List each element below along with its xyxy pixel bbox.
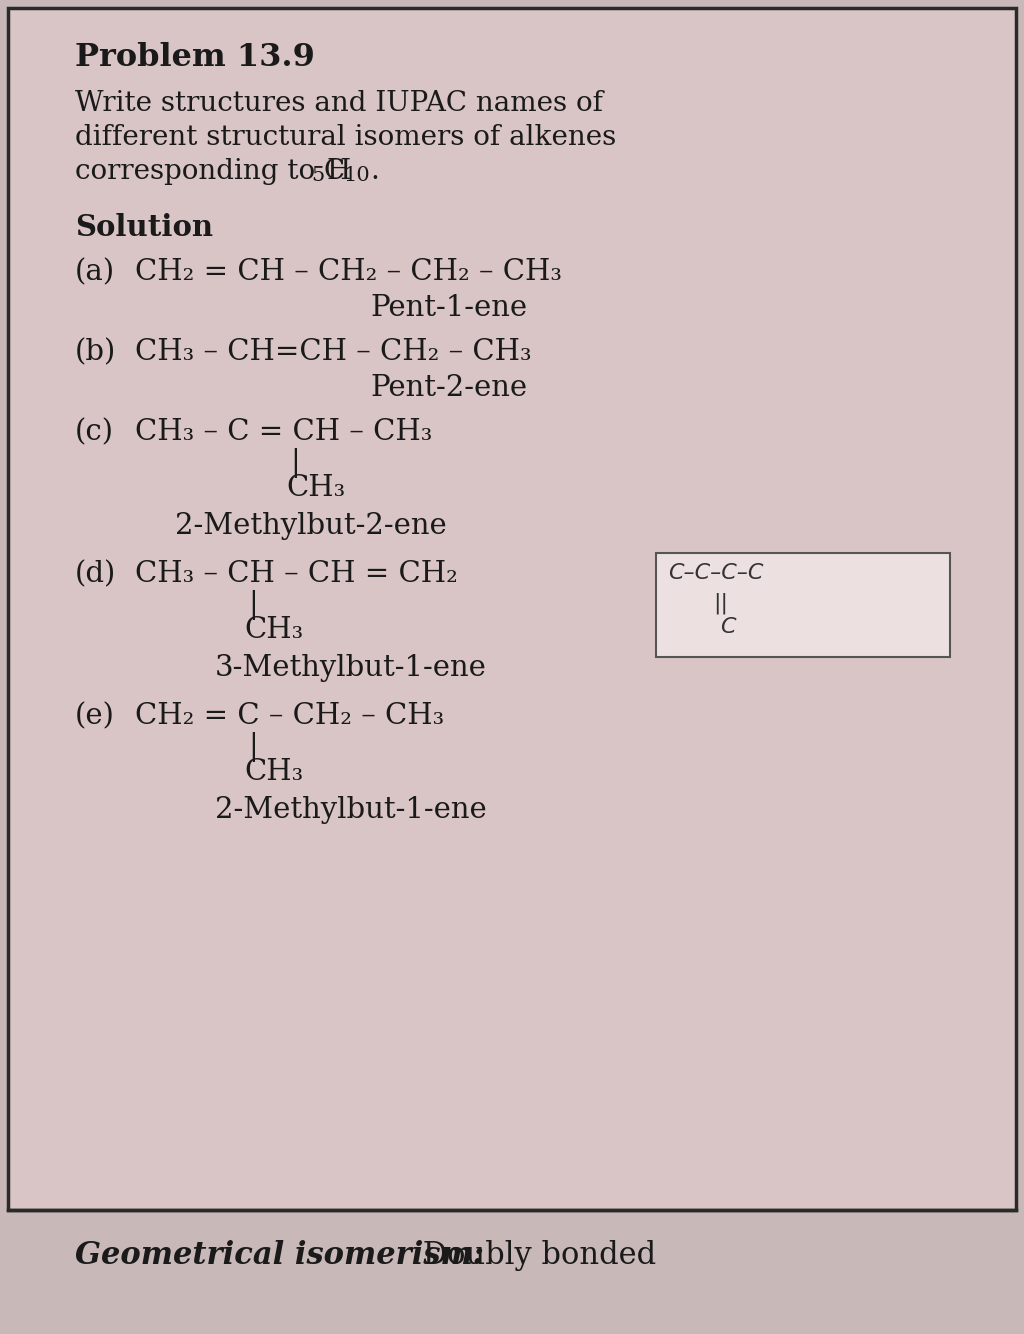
Text: C: C [720, 618, 735, 638]
Text: CH₃: CH₃ [244, 758, 303, 786]
Text: H: H [327, 157, 351, 185]
FancyBboxPatch shape [656, 554, 950, 658]
Text: (d): (d) [75, 560, 117, 588]
Text: CH₃: CH₃ [244, 616, 303, 644]
Text: 2-Methylbut-1-ene: 2-Methylbut-1-ene [215, 796, 486, 824]
Text: corresponding to C: corresponding to C [75, 157, 345, 185]
Text: Problem 13.9: Problem 13.9 [75, 41, 314, 73]
Text: CH₃ – CH – CH = CH₂: CH₃ – CH – CH = CH₂ [135, 560, 458, 588]
Text: Doubly bonded: Doubly bonded [413, 1241, 656, 1271]
Text: 3-Methylbut-1-ene: 3-Methylbut-1-ene [215, 654, 486, 682]
Text: Solution: Solution [75, 213, 213, 241]
Text: 10: 10 [343, 165, 370, 185]
Text: ||: || [713, 594, 728, 615]
Text: CH₃: CH₃ [286, 474, 345, 502]
Text: 2-Methylbut-2-ene: 2-Methylbut-2-ene [175, 512, 446, 540]
Text: |: | [248, 732, 258, 762]
Text: Geometrical isomerism:: Geometrical isomerism: [75, 1241, 484, 1271]
FancyBboxPatch shape [8, 8, 1016, 1210]
Text: |: | [248, 590, 258, 620]
Text: (a): (a) [75, 257, 115, 285]
Text: (c): (c) [75, 418, 114, 446]
Text: (e): (e) [75, 702, 115, 730]
Text: C–C–C–C: C–C–C–C [668, 563, 763, 583]
Text: .: . [370, 157, 379, 185]
Text: different structural isomers of alkenes: different structural isomers of alkenes [75, 124, 616, 151]
Text: Pent-2-ene: Pent-2-ene [370, 374, 527, 402]
Text: CH₂ = CH – CH₂ – CH₂ – CH₃: CH₂ = CH – CH₂ – CH₂ – CH₃ [135, 257, 562, 285]
Text: Write structures and IUPAC names of: Write structures and IUPAC names of [75, 89, 603, 117]
Text: CH₃ – C = CH – CH₃: CH₃ – C = CH – CH₃ [135, 418, 432, 446]
Text: Pent-1-ene: Pent-1-ene [370, 293, 527, 321]
Text: CH₂ = C – CH₂ – CH₃: CH₂ = C – CH₂ – CH₃ [135, 702, 444, 730]
Text: 5: 5 [311, 165, 325, 185]
Text: CH₃ – CH=CH – CH₂ – CH₃: CH₃ – CH=CH – CH₂ – CH₃ [135, 338, 531, 366]
Text: (b): (b) [75, 338, 117, 366]
Text: |: | [290, 448, 300, 478]
